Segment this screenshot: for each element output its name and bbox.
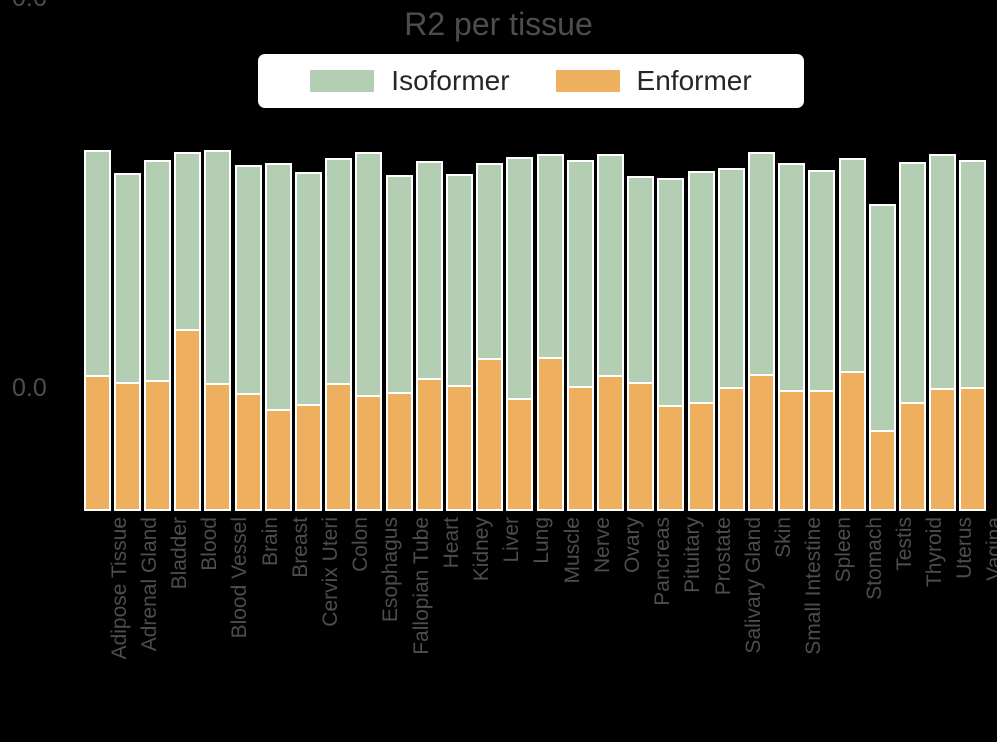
x-axis-tick-label: Nerve: [590, 517, 614, 574]
x-axis-tick-label: Kidney: [469, 517, 493, 582]
bar-enformer[interactable]: [386, 391, 413, 511]
x-axis-tick-label: Bladder: [167, 517, 191, 590]
bar-enformer[interactable]: [355, 395, 382, 511]
x-axis-tick-label: Thyroid: [922, 517, 946, 588]
x-axis-tick-label: Vagina: [982, 517, 997, 581]
bar-enformer[interactable]: [204, 382, 231, 511]
bar-enformer[interactable]: [235, 393, 262, 511]
x-axis-tick-label: Adrenal Gland: [137, 517, 161, 652]
x-axis-tick-label: Small Intestine: [801, 517, 825, 655]
plot-area: [78, 125, 986, 511]
x-axis-tick-label: Muscle: [560, 517, 584, 584]
x-axis-tick-label: Stomach: [862, 517, 886, 600]
x-axis-tick-label: Brain: [258, 517, 282, 567]
bar-enformer[interactable]: [869, 429, 896, 511]
x-axis-tick-label: Fallopian Tube: [409, 517, 433, 655]
bar-enformer[interactable]: [567, 386, 594, 511]
legend-label-isoformer: Isoformer: [391, 65, 510, 96]
bar-enformer[interactable]: [839, 370, 866, 511]
legend-swatch-enformer: [555, 70, 620, 92]
x-axis-tick-label: Spleen: [831, 517, 855, 583]
bar-enformer[interactable]: [114, 382, 141, 511]
x-axis-tick-label: Skin: [771, 517, 795, 558]
x-axis-tick-label: Adipose Tissue: [107, 517, 131, 660]
bar-enformer[interactable]: [476, 357, 503, 511]
x-axis-tick-label: Salivary Gland: [741, 517, 765, 654]
x-axis-tick-label: Cervix Uteri: [318, 517, 342, 627]
x-axis-tick-label: Prostate: [711, 517, 735, 596]
x-axis-tick-label: Lung: [529, 517, 553, 564]
bar-enformer[interactable]: [506, 397, 533, 511]
bar-enformer[interactable]: [325, 382, 352, 511]
x-axis-tick-label: Ovary: [620, 517, 644, 574]
bar-enformer[interactable]: [446, 384, 473, 511]
bar-enformer[interactable]: [718, 386, 745, 511]
bar-enformer[interactable]: [174, 328, 201, 511]
legend-swatch-isoformer: [310, 70, 375, 92]
chart-legend: Isoformer Enformer: [258, 54, 804, 108]
bar-enformer[interactable]: [929, 388, 956, 511]
bar-enformer[interactable]: [627, 382, 654, 511]
x-axis-tick-label: Breast: [288, 517, 312, 578]
x-axis-tick-labels: Adipose Tissue Adrenal Gland Bladder Blood B…: [78, 517, 997, 742]
bar-enformer[interactable]: [748, 373, 775, 511]
legend-entry-enformer[interactable]: Enformer: [555, 65, 752, 97]
x-axis-tick-label: Heart: [439, 517, 463, 569]
bar-enformer[interactable]: [959, 386, 986, 511]
legend-label-enformer: Enformer: [636, 65, 752, 96]
bar-enformer[interactable]: [265, 408, 292, 511]
x-axis-tick-label: Blood Vessel: [227, 517, 251, 639]
bar-enformer[interactable]: [688, 402, 715, 511]
bar-enformer[interactable]: [295, 404, 322, 511]
bar-enformer[interactable]: [778, 390, 805, 511]
bar-enformer[interactable]: [597, 375, 624, 511]
x-axis-tick-label: Pancreas: [650, 517, 674, 606]
x-axis-tick-label: Uterus: [952, 517, 976, 579]
x-axis-tick-label: Colon: [348, 517, 372, 572]
legend-entry-isoformer[interactable]: Isoformer: [310, 65, 510, 97]
bar-enformer[interactable]: [416, 377, 443, 511]
x-axis-tick-label: Testis: [892, 517, 916, 571]
bar-enformer[interactable]: [537, 357, 564, 511]
x-axis-tick-label: Liver: [499, 517, 523, 563]
page-title: R2 per tissue: [404, 6, 593, 42]
bar-enformer[interactable]: [144, 379, 171, 511]
x-axis-tick-label: Esophagus: [378, 517, 402, 623]
bar-enformer[interactable]: [84, 375, 111, 511]
bar-enformer[interactable]: [657, 404, 684, 511]
x-axis-tick-label: Pituitary: [680, 517, 704, 593]
x-axis-tick-label: Blood: [197, 517, 221, 571]
bar-enformer[interactable]: [808, 390, 835, 511]
bar-enformer[interactable]: [899, 402, 926, 511]
